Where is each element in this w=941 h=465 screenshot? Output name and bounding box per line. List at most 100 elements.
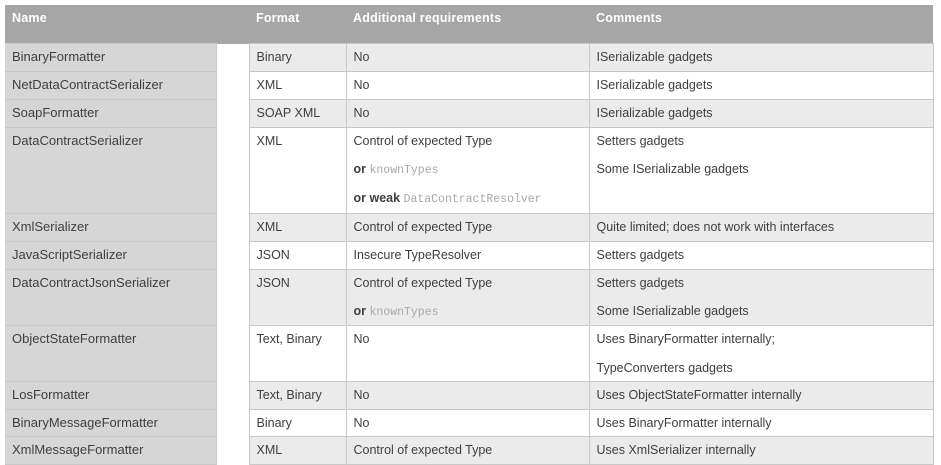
requirement-line: or knownTypes	[354, 160, 582, 180]
cell-format: XML	[249, 126, 347, 215]
cell-risk-swatch	[216, 325, 250, 382]
cell-comments: ISerializable gadgets	[589, 43, 934, 72]
comment-line: Setters gadgets	[596, 133, 685, 148]
column-header-format: Format	[249, 5, 346, 44]
comment-line: Setters gadgets	[596, 247, 685, 262]
table-row: ObjectStateFormatter Text, Binary No Uses B…	[5, 325, 934, 382]
requirement-line: Control of expected Type	[354, 132, 582, 150]
requirement-text: No	[353, 332, 370, 347]
table-row: BinaryFormatter Binary No ISerializable gad…	[5, 43, 934, 72]
requirement-line: No	[354, 386, 582, 404]
cell-additional-requirements: Control of expected Type or knownTypes or …	[346, 126, 590, 215]
requirement-text: Control of expected Type	[353, 220, 493, 234]
requirement-text: Control of expected Type	[353, 133, 493, 148]
table-header: Name Format Additional requirements Comm…	[5, 5, 933, 44]
comment-line: ISerializable gadgets	[596, 77, 713, 92]
cell-format: Binary	[249, 408, 347, 438]
cell-risk-swatch	[216, 213, 250, 242]
cell-comments: ISerializable gadgets	[589, 98, 934, 128]
cell-serializer-name: LosFormatter	[5, 380, 217, 410]
table-row: XmlSerializer XML Control of expected Type…	[5, 213, 934, 242]
cell-additional-requirements: No	[346, 325, 590, 382]
requirement-line: No	[354, 48, 582, 66]
cell-risk-swatch	[216, 99, 250, 128]
cell-serializer-name: SoapFormatter	[5, 98, 217, 128]
cell-additional-requirements: Control of expected Type or knownTypes	[346, 268, 590, 327]
comment-line: Quite limited; does not work with interf…	[596, 220, 835, 234]
requirement-text: No	[353, 77, 370, 92]
cell-comments: Uses XmlSerializer internally	[589, 436, 934, 465]
comment-line: Some ISerializable gadgets	[596, 303, 749, 318]
requirement-line: Control of expected Type	[354, 274, 582, 292]
cell-serializer-name: ObjectStateFormatter	[5, 325, 217, 382]
cell-format: Binary	[249, 43, 347, 72]
comment-line: ISerializable gadgets	[596, 105, 713, 120]
cell-risk-swatch	[216, 436, 250, 465]
serializer-comparison-table: Name Format Additional requirements Comm…	[5, 5, 934, 465]
column-header-comments: Comments	[589, 5, 933, 44]
cell-additional-requirements: No	[346, 98, 590, 128]
cell-format: XML	[249, 70, 347, 100]
cell-serializer-name: NetDataContractSerializer	[5, 70, 217, 100]
requirement-line: No	[354, 414, 582, 432]
column-header-name: Name	[5, 5, 216, 44]
cell-serializer-name: DataContractJsonSerializer	[5, 268, 217, 327]
requirement-text: No	[353, 415, 370, 430]
cell-risk-swatch	[216, 241, 250, 270]
cell-format: Text, Binary	[249, 325, 347, 382]
requirement-code-token: knownTypes	[369, 305, 439, 319]
comment-line: ISerializable gadgets	[596, 50, 713, 64]
cell-risk-swatch	[216, 409, 250, 437]
cell-risk-swatch	[216, 269, 250, 326]
requirement-code-token: DataContractResolver	[403, 193, 542, 207]
table-row: DataContractJsonSerializer JSON Control of…	[5, 268, 934, 327]
table-header-row: Name Format Additional requirements Comm…	[5, 5, 933, 44]
table-row: BinaryMessageFormatter Binary No Uses Binar…	[5, 408, 934, 438]
requirement-code-token: knownTypes	[369, 163, 439, 177]
cell-risk-swatch	[216, 381, 250, 410]
comment-line: Uses BinaryFormatter internally;	[596, 332, 776, 347]
table-row: DataContractSerializer XML Control of expe…	[5, 126, 934, 215]
cell-additional-requirements: No	[346, 380, 590, 410]
table-row: LosFormatter Text, Binary No Uses ObjectSta…	[5, 380, 934, 410]
cell-format: JSON	[249, 240, 347, 270]
column-header-requirements: Additional requirements	[346, 5, 589, 44]
table-row: SoapFormatter SOAP XML No ISerializable gad…	[5, 98, 934, 128]
cell-additional-requirements: Control of expected Type	[346, 436, 590, 465]
requirement-line: or weak DataContractResolver	[354, 189, 582, 209]
requirement-line: Control of expected Type	[354, 218, 582, 236]
requirement-text: Control of expected Type	[353, 443, 493, 458]
cell-serializer-name: XmlSerializer	[5, 213, 217, 242]
requirement-line: Insecure TypeResolver	[354, 246, 582, 264]
cell-format: Text, Binary	[249, 380, 347, 410]
requirement-line: No	[354, 76, 582, 94]
cell-additional-requirements: Control of expected Type	[346, 213, 590, 242]
cell-comments: Setters gadgets	[589, 240, 934, 270]
cell-format: SOAP XML	[249, 98, 347, 128]
comment-line: Uses XmlSerializer internally	[596, 443, 756, 458]
cell-comments: Setters gadgets Some ISerializable gadget…	[589, 126, 934, 215]
requirement-line: No	[354, 104, 582, 122]
cell-comments: Quite limited; does not work with interf…	[589, 213, 934, 242]
requirement-lead: or weak	[353, 191, 401, 206]
cell-additional-requirements: No	[346, 70, 590, 100]
serializer-table-container: Name Format Additional requirements Comm…	[5, 5, 934, 465]
requirement-text: Control of expected Type	[353, 275, 493, 290]
table-row: JavaScriptSerializer JSON Insecure TypeRes…	[5, 240, 934, 270]
cell-comments: Setters gadgets Some ISerializable gadget…	[589, 268, 934, 327]
cell-risk-swatch	[216, 127, 250, 214]
cell-risk-swatch	[216, 43, 250, 72]
comment-line: Uses ObjectStateFormatter internally	[596, 387, 802, 402]
cell-additional-requirements: No	[346, 43, 590, 72]
cell-comments: Uses BinaryFormatter internally; TypeConv…	[589, 325, 934, 382]
comment-line: TypeConverters gadgets	[596, 360, 733, 375]
requirement-line: Control of expected Type	[354, 441, 582, 459]
comment-line: Setters gadgets	[596, 275, 685, 290]
requirement-text: No	[353, 50, 370, 64]
cell-additional-requirements: Insecure TypeResolver	[346, 240, 590, 270]
cell-comments: ISerializable gadgets	[589, 70, 934, 100]
cell-format: XML	[249, 213, 347, 242]
table-row: NetDataContractSerializer XML No ISerializa…	[5, 70, 934, 100]
cell-comments: Uses BinaryFormatter internally	[589, 408, 934, 438]
cell-serializer-name: BinaryFormatter	[5, 43, 217, 72]
